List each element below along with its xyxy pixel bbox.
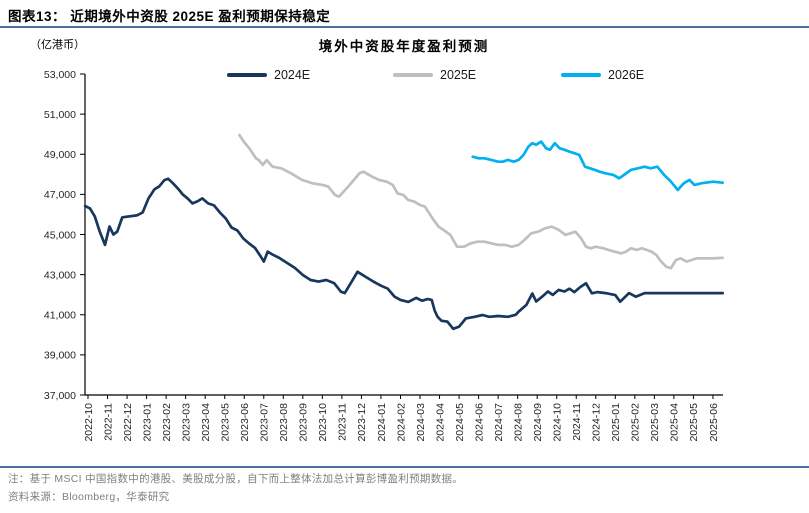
legend-line-swatch-2025e <box>393 73 433 77</box>
svg-text:51,000: 51,000 <box>44 109 76 121</box>
svg-text:2023-10: 2023-10 <box>317 403 329 442</box>
svg-text:2024-11: 2024-11 <box>571 403 583 441</box>
legend-item-2024e: 2024E <box>227 68 310 82</box>
legend-item-2025e: 2025E <box>393 68 476 82</box>
legend-label-2026e: 2026E <box>608 68 645 82</box>
svg-text:2024-05: 2024-05 <box>454 403 466 442</box>
svg-text:2024-03: 2024-03 <box>415 403 427 442</box>
svg-text:2023-01: 2023-01 <box>141 403 153 442</box>
svg-text:2025-05: 2025-05 <box>688 403 700 442</box>
svg-text:45,000: 45,000 <box>44 229 76 241</box>
svg-text:2024-07: 2024-07 <box>493 403 505 442</box>
svg-text:47,000: 47,000 <box>44 189 76 201</box>
legend-label-2024e: 2024E <box>274 68 311 82</box>
title-divider <box>0 26 809 28</box>
svg-text:41,000: 41,000 <box>44 310 76 322</box>
svg-text:2023-11: 2023-11 <box>337 403 349 441</box>
svg-text:2022-10: 2022-10 <box>83 403 95 442</box>
svg-text:2025-06: 2025-06 <box>708 403 720 442</box>
svg-text:2024-02: 2024-02 <box>395 403 407 442</box>
svg-text:2023-04: 2023-04 <box>200 403 212 442</box>
footnote: 注：基于 MSCI 中国指数中的港股、美股成分股，自下而上整体法加总计算彭博盈利… <box>8 473 464 485</box>
svg-text:39,000: 39,000 <box>44 350 76 362</box>
svg-text:2025-04: 2025-04 <box>669 403 681 442</box>
svg-text:2024-10: 2024-10 <box>552 403 564 442</box>
svg-text:2022-12: 2022-12 <box>122 403 134 442</box>
footer-divider <box>0 466 809 468</box>
legend-item-2026e: 2026E <box>561 68 644 82</box>
svg-text:2024-12: 2024-12 <box>591 403 603 442</box>
svg-text:2022-11: 2022-11 <box>102 403 114 441</box>
svg-text:2024-06: 2024-06 <box>473 403 485 442</box>
svg-text:37,000: 37,000 <box>44 390 76 402</box>
svg-text:2023-07: 2023-07 <box>259 403 271 442</box>
svg-text:2023-08: 2023-08 <box>278 403 290 442</box>
svg-text:2024-08: 2024-08 <box>512 403 524 442</box>
source-note: 资料来源：Bloomberg，华泰研究 <box>8 491 170 503</box>
svg-text:2023-02: 2023-02 <box>161 403 173 442</box>
svg-text:2023-12: 2023-12 <box>356 403 368 442</box>
svg-text:2025-01: 2025-01 <box>610 403 622 442</box>
svg-text:2023-06: 2023-06 <box>239 403 251 442</box>
figure-title: 图表13： 近期境外中资股 2025E 盈利预期保持稳定 <box>8 9 331 24</box>
svg-text:2025-02: 2025-02 <box>630 403 642 442</box>
y-axis-unit-label: （亿港币） <box>30 39 85 51</box>
chart-title: 境外中资股年度盈利预测 <box>318 39 490 54</box>
svg-text:2023-05: 2023-05 <box>220 403 232 442</box>
svg-text:2024-04: 2024-04 <box>434 403 446 442</box>
svg-text:43,000: 43,000 <box>44 269 76 281</box>
svg-text:2024-09: 2024-09 <box>532 403 544 442</box>
svg-text:2024-01: 2024-01 <box>376 403 388 442</box>
svg-text:2023-03: 2023-03 <box>180 403 192 442</box>
svg-text:53,000: 53,000 <box>44 69 76 81</box>
legend-line-swatch-2026e <box>561 73 601 77</box>
svg-text:2025-03: 2025-03 <box>649 403 661 442</box>
legend-label-2025e: 2025E <box>440 68 477 82</box>
svg-text:2023-09: 2023-09 <box>298 403 310 442</box>
svg-text:49,000: 49,000 <box>44 149 76 161</box>
legend-line-swatch-2024e <box>227 73 267 77</box>
